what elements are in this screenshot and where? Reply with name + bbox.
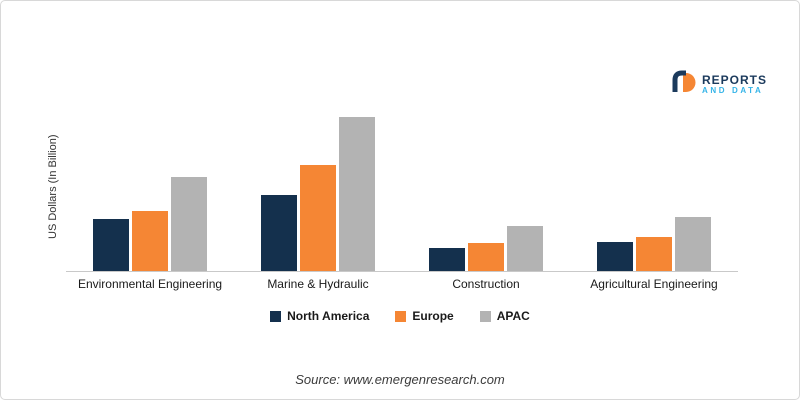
reports-and-data-logo-icon xyxy=(670,69,696,100)
logo-text: REPORTS AND DATA xyxy=(701,72,767,96)
category-label: Agricultural Engineering xyxy=(590,277,718,291)
category-label: Environmental Engineering xyxy=(77,277,223,291)
bar-apac xyxy=(339,117,375,271)
bar-group xyxy=(402,226,570,271)
bar-group xyxy=(234,117,402,271)
x-axis-labels: Environmental Engineering Marine & Hydra… xyxy=(66,277,738,291)
bar-apac xyxy=(507,226,543,271)
category-label: Construction xyxy=(452,277,520,291)
legend-swatch-north-america xyxy=(270,310,282,322)
legend-swatch-europe xyxy=(395,310,407,322)
bar-europe xyxy=(132,211,168,271)
bar-apac xyxy=(171,177,207,271)
bar-group xyxy=(570,217,738,271)
bar-apac xyxy=(675,217,711,271)
bar-europe xyxy=(636,237,672,271)
legend: North America Europe APAC xyxy=(1,309,799,323)
reports-and-data-logo: REPORTS AND DATA xyxy=(670,69,767,100)
logo-line1: REPORTS xyxy=(701,72,767,87)
plot-area xyxy=(66,86,738,272)
legend-label-apac: APAC xyxy=(496,309,530,323)
bar-north-america xyxy=(261,195,297,271)
y-axis-label: US Dollars (In Billion) xyxy=(47,134,59,240)
legend-swatch-apac xyxy=(479,310,491,322)
legend-label-north-america: North America xyxy=(287,309,370,323)
legend-item-apac: APAC xyxy=(479,309,530,323)
logo-line2: AND DATA xyxy=(701,85,764,95)
bar-europe xyxy=(468,243,504,271)
source-attribution: Source: www.emergenresearch.com xyxy=(295,372,505,387)
legend-item-north-america: North America xyxy=(270,309,369,323)
legend-label-europe: Europe xyxy=(412,309,454,323)
category-label: Marine & Hydraulic xyxy=(267,277,369,291)
bar-north-america xyxy=(597,242,633,271)
legend-item-europe: Europe xyxy=(395,309,454,323)
bar-north-america xyxy=(429,248,465,271)
bar-group xyxy=(66,177,234,271)
bar-europe xyxy=(300,165,336,271)
bar-north-america xyxy=(93,219,129,271)
